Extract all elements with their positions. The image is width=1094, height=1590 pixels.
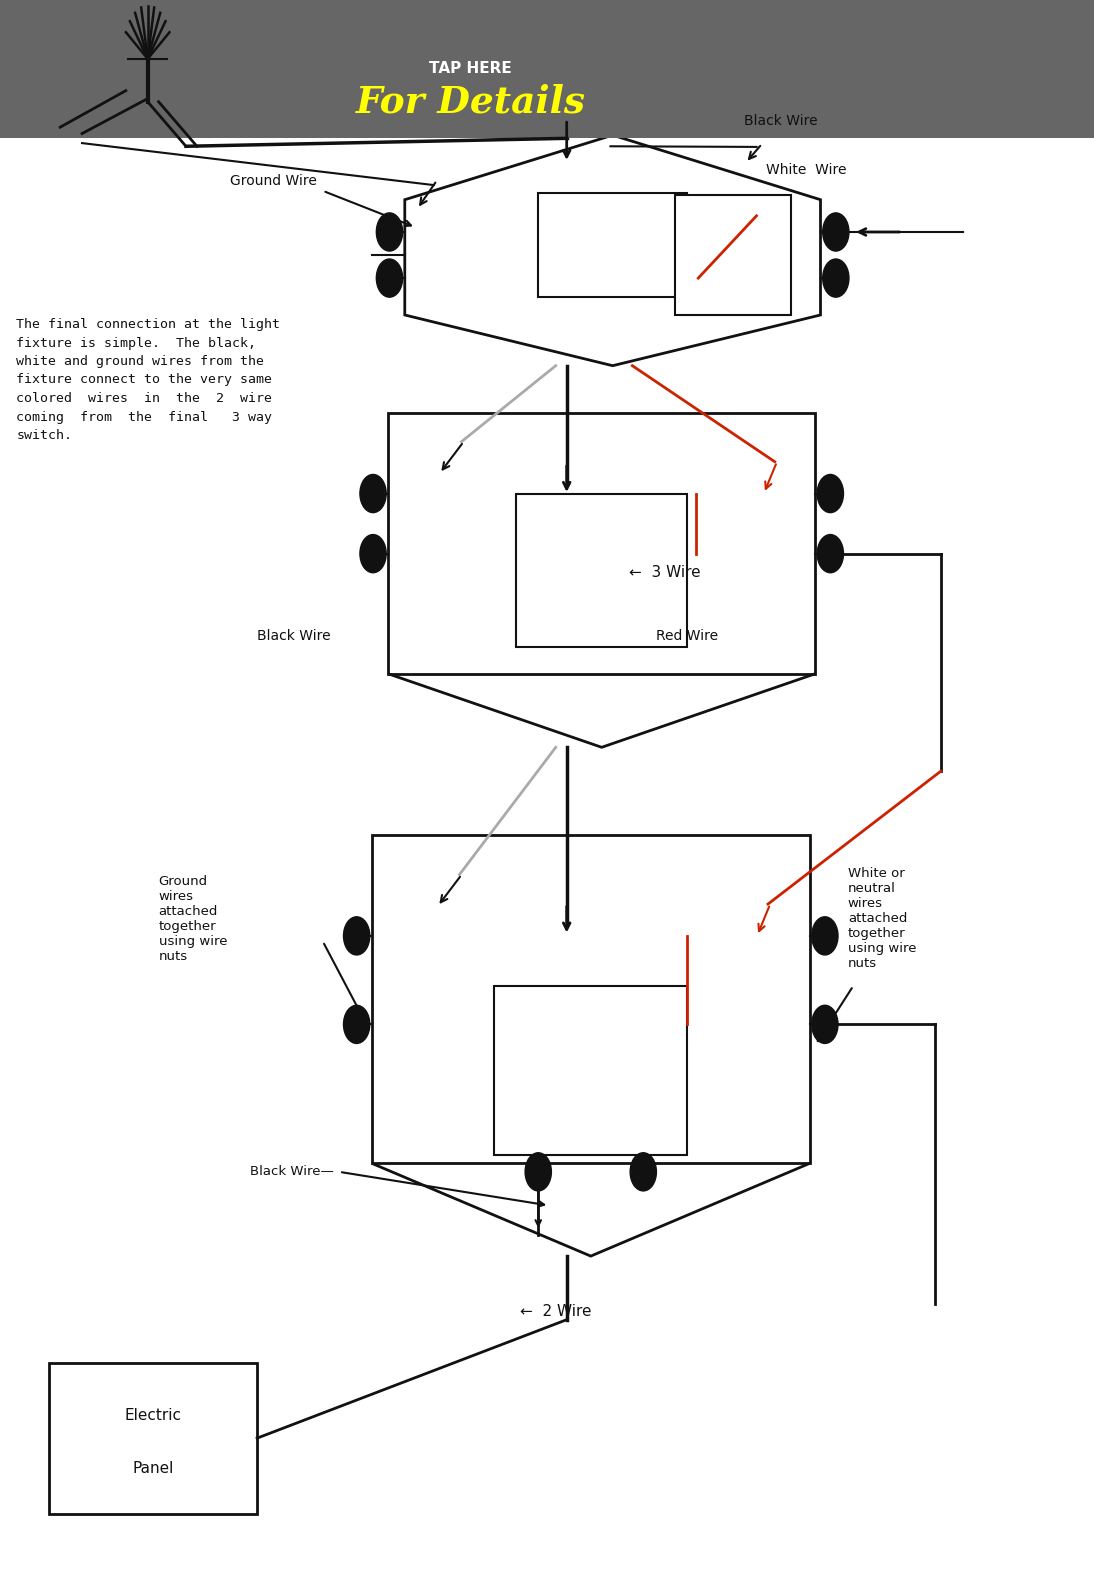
- Circle shape: [376, 259, 403, 297]
- Bar: [0, 0, 1094, 138]
- Text: Red Wire: Red Wire: [656, 630, 719, 642]
- Bar: [494, 986, 687, 1154]
- Circle shape: [630, 1153, 656, 1191]
- Text: White  Wire: White Wire: [766, 164, 847, 176]
- Circle shape: [360, 534, 386, 572]
- Bar: [516, 493, 687, 647]
- Text: ←  2 Wire: ← 2 Wire: [520, 1304, 591, 1320]
- Polygon shape: [405, 135, 820, 366]
- Bar: [675, 196, 791, 315]
- Text: The final connection at the light
fixture is simple.  The black,
white and groun: The final connection at the light fixtur…: [16, 318, 280, 442]
- Circle shape: [376, 213, 403, 251]
- Text: Electric: Electric: [125, 1409, 182, 1423]
- Text: Black Wire—: Black Wire—: [249, 1165, 334, 1178]
- Text: For Details: For Details: [356, 83, 585, 121]
- Bar: [388, 413, 815, 674]
- Circle shape: [823, 213, 849, 251]
- Text: Ground
wires
attached
together
using wire
nuts: Ground wires attached together using wir…: [159, 875, 228, 962]
- Circle shape: [344, 1005, 370, 1043]
- Text: TAP HERE: TAP HERE: [429, 60, 512, 76]
- Text: Ground Wire: Ground Wire: [230, 175, 316, 188]
- Text: Black Wire: Black Wire: [257, 630, 330, 642]
- Circle shape: [812, 1005, 838, 1043]
- Bar: [538, 192, 687, 297]
- Text: Panel: Panel: [132, 1461, 174, 1476]
- Circle shape: [344, 917, 370, 956]
- Circle shape: [525, 1153, 551, 1191]
- Circle shape: [823, 259, 849, 297]
- Circle shape: [812, 917, 838, 956]
- Circle shape: [817, 474, 843, 512]
- Text: White or
neutral
wires
attached
together
using wire
nuts: White or neutral wires attached together…: [848, 867, 917, 970]
- Circle shape: [360, 474, 386, 512]
- Bar: [372, 835, 810, 1164]
- Text: Black Wire: Black Wire: [744, 114, 817, 127]
- Circle shape: [817, 534, 843, 572]
- Text: ←  3 Wire: ← 3 Wire: [629, 564, 700, 580]
- Bar: [49, 1363, 257, 1514]
